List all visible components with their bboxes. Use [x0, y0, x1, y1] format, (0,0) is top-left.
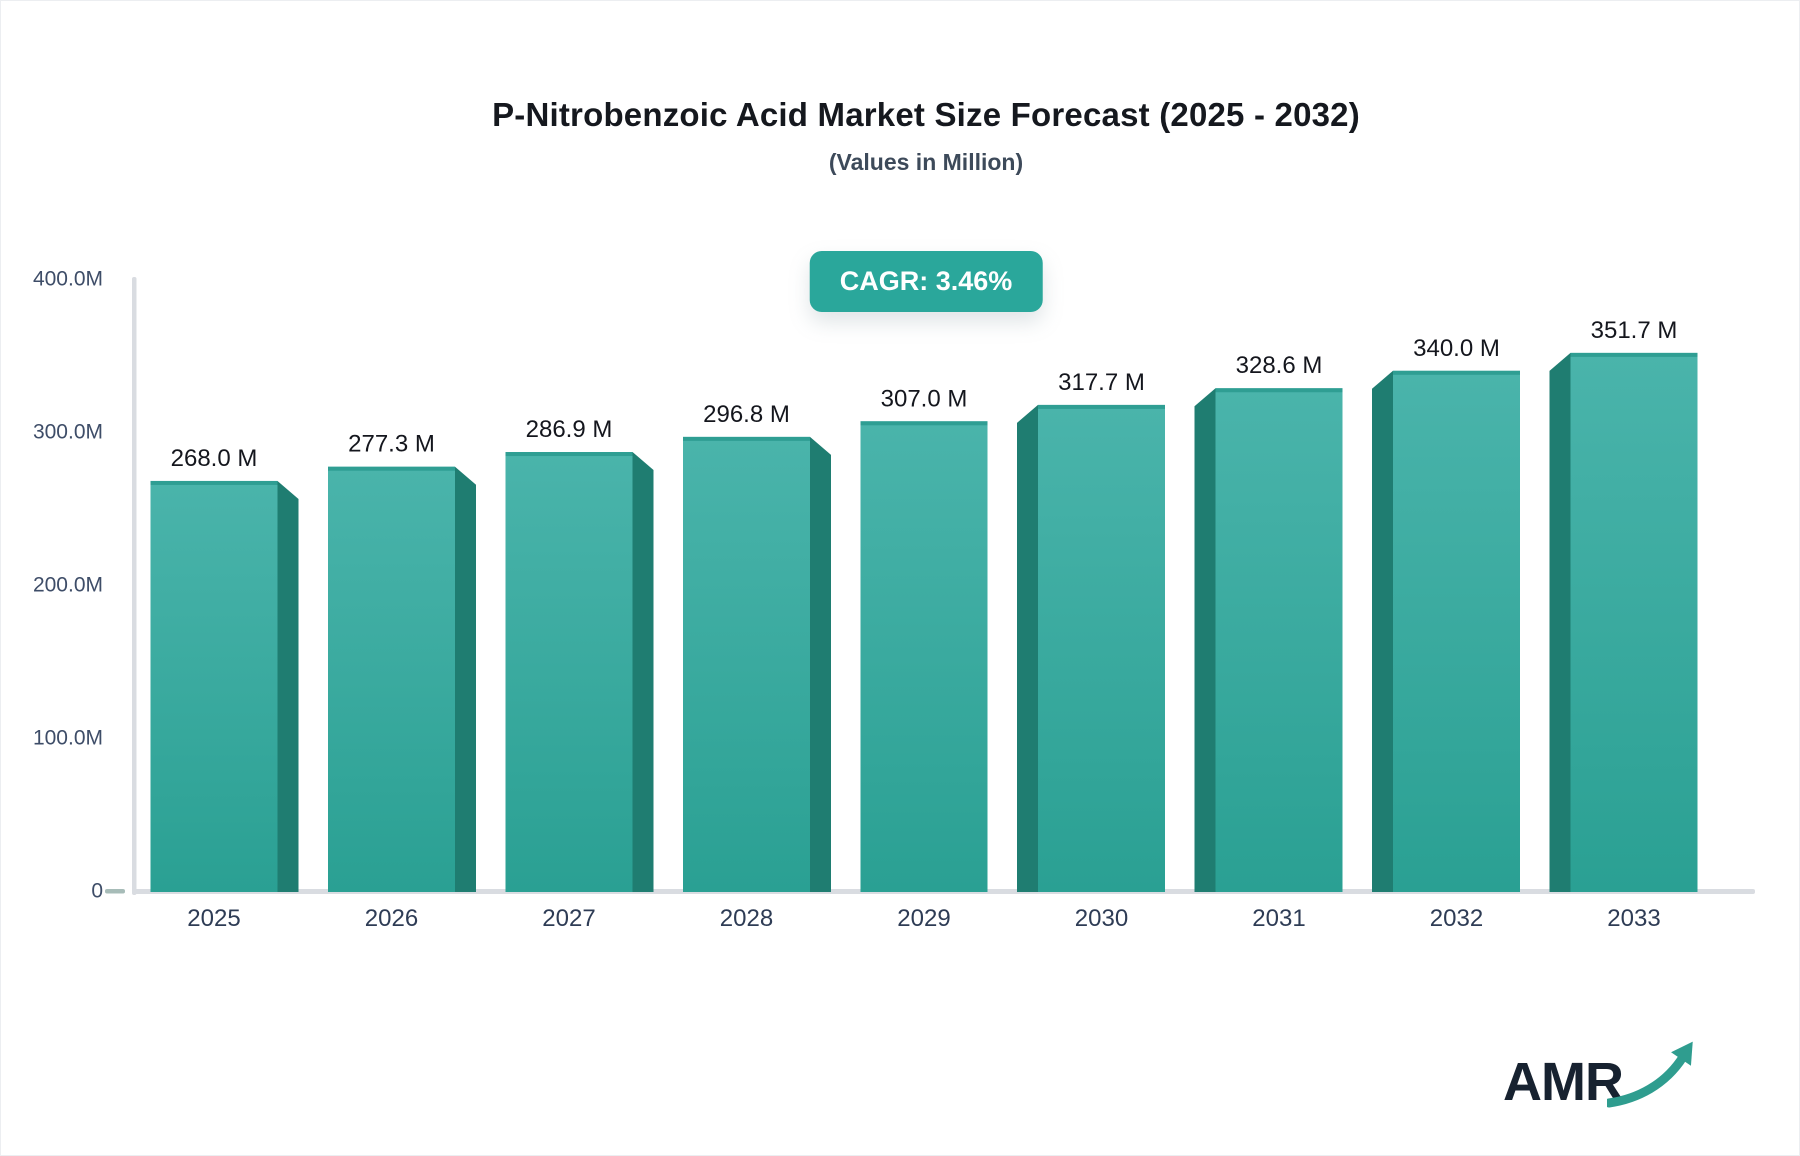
bar-value-label: 268.0 M: [171, 445, 258, 472]
bar: [328, 466, 455, 892]
bar: [683, 436, 810, 892]
x-category-label: 2025: [187, 905, 240, 932]
cagr-badge: CAGR: 3.46%: [809, 251, 1043, 312]
amr-logo-text: AMR: [1503, 1052, 1624, 1112]
x-category-label: 2026: [365, 905, 418, 932]
bar-top-edge: [1038, 404, 1165, 409]
bar-top-edge: [1215, 388, 1343, 393]
bar-value-label: 340.0 M: [1413, 335, 1500, 362]
bar-value-label: 351.7 M: [1591, 317, 1678, 344]
bar-top-edge: [1570, 352, 1698, 357]
zero-tick-dash: [105, 889, 125, 894]
bar-side: [455, 466, 476, 892]
bar-value-label: 277.3 M: [348, 431, 435, 458]
bar-top-edge: [860, 421, 988, 426]
bar-value-label: 307.0 M: [881, 385, 968, 412]
ytick-label: 200.0M: [33, 574, 103, 597]
bar-side: [632, 452, 654, 892]
chart-title: P-Nitrobenzoic Acid Market Size Forecast…: [492, 96, 1360, 133]
bar-side: [1372, 370, 1393, 892]
bar-top-edge: [683, 436, 810, 441]
bar-side: [1549, 352, 1571, 892]
bar: [860, 421, 988, 892]
ytick-label: 0: [91, 880, 103, 903]
x-category-label: 2029: [897, 905, 950, 932]
bar: [1570, 352, 1698, 892]
ytick-label: 400.0M: [33, 268, 103, 291]
ytick-label: 300.0M: [33, 421, 103, 444]
x-category-label: 2033: [1607, 905, 1660, 932]
bar: [1215, 388, 1343, 892]
bar: [1038, 404, 1165, 892]
bar-top-edge: [505, 452, 633, 457]
bar-top-edge: [328, 466, 455, 471]
amr-logo: AMR: [1503, 1033, 1707, 1109]
bar: [1393, 370, 1520, 892]
bar-value-label: 286.9 M: [526, 416, 613, 443]
x-category-label: 2030: [1075, 905, 1128, 932]
y-axis-line: [132, 277, 137, 895]
bar-side: [1194, 388, 1216, 892]
bar: [505, 452, 633, 892]
bar: [150, 480, 278, 892]
bar-value-label: 296.8 M: [703, 401, 790, 428]
bar-side: [277, 480, 299, 892]
x-category-label: 2028: [720, 905, 773, 932]
growth-arrow-icon: [1607, 1041, 1693, 1108]
bar-top-edge: [1393, 370, 1520, 375]
bar-top-edge: [150, 480, 278, 485]
ytick-label: 100.0M: [33, 727, 103, 750]
bar-value-label: 317.7 M: [1058, 369, 1145, 396]
bar-side: [810, 436, 831, 892]
chart-subtitle: (Values in Million): [828, 149, 1024, 175]
bar-side: [1017, 404, 1038, 892]
bar-value-label: 328.6 M: [1236, 352, 1323, 379]
x-category-label: 2031: [1252, 905, 1305, 932]
x-category-label: 2032: [1430, 905, 1483, 932]
x-category-label: 2027: [542, 905, 595, 932]
